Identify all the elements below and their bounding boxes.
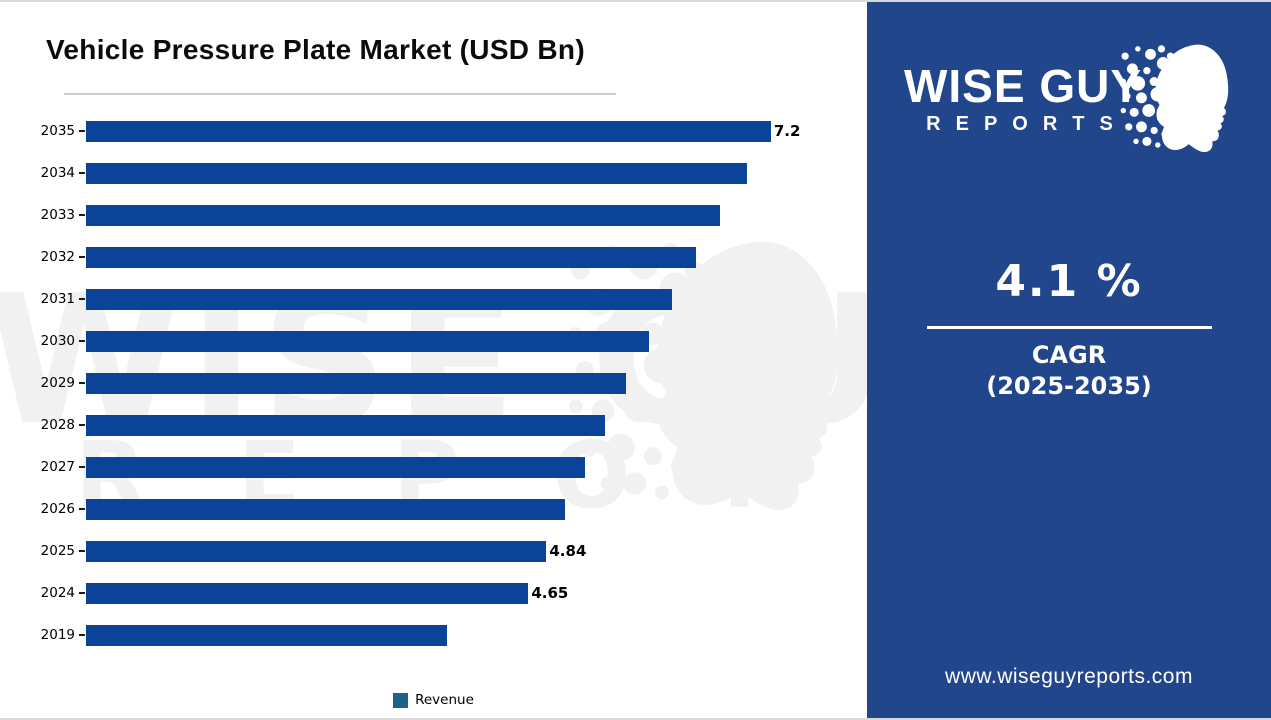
legend-swatch	[393, 692, 409, 708]
revenue-bar	[86, 330, 650, 352]
y-axis-tick-label: 2025	[40, 543, 75, 559]
chart-panel: WISE GU R E P O R T S Vehicle Pressure P…	[0, 34, 867, 708]
legend-label: Revenue	[415, 692, 474, 708]
revenue-bar	[86, 288, 672, 310]
brand-panel: WISE GUY REPORTS 4.1 % CAGR (2025-2035) …	[867, 0, 1271, 720]
y-axis-tick-mark	[79, 256, 85, 258]
bar-area	[86, 204, 866, 226]
bar-row: 2032	[0, 236, 866, 278]
y-axis-tick-label: 2026	[40, 501, 75, 517]
bar-row: 2035 7.2	[0, 110, 866, 152]
y-axis-tick-label: 2032	[40, 249, 75, 265]
revenue-bar	[86, 498, 566, 520]
title-underline	[64, 93, 616, 95]
y-axis-tick-mark	[79, 172, 85, 174]
revenue-bar	[86, 120, 771, 142]
revenue-bar	[86, 582, 529, 604]
y-axis-tick-mark	[79, 508, 85, 510]
cagr-value: 4.1 %	[995, 256, 1143, 307]
bar-area	[86, 162, 866, 184]
bar-row: 2024 4.65	[0, 572, 866, 614]
bar-row: 2019	[0, 614, 866, 656]
y-axis-tick-mark	[79, 634, 85, 636]
y-axis-tick-mark	[79, 130, 85, 132]
bar-area	[86, 624, 866, 646]
revenue-bar	[86, 624, 448, 646]
bar-row: 2026	[0, 488, 866, 530]
bar-row: 2025 4.84	[0, 530, 866, 572]
y-axis-tick-label: 2019	[40, 627, 75, 643]
y-axis-tick-label: 2030	[40, 333, 75, 349]
revenue-bar	[86, 456, 586, 478]
logo-text: WISE GUY REPORTS	[904, 62, 1142, 136]
cagr-label: CAGR (2025-2035)	[867, 340, 1271, 402]
chart-title: Vehicle Pressure Plate Market (USD Bn)	[46, 34, 585, 65]
revenue-bar	[86, 204, 721, 226]
y-axis-tick-mark	[79, 466, 85, 468]
bar-row: 2029	[0, 362, 866, 404]
bar-row: 2027	[0, 446, 866, 488]
wise-guy-reports-logo: WISE GUY REPORTS	[867, 38, 1271, 174]
bar-row: 2033	[0, 194, 866, 236]
bar-area: 4.84	[86, 540, 866, 562]
revenue-bar	[86, 162, 748, 184]
bar-row: 2030	[0, 320, 866, 362]
cagr-label-line2: (2025-2035)	[986, 372, 1152, 400]
y-axis-tick-label: 2031	[40, 291, 75, 307]
y-axis-tick-label: 2027	[40, 459, 75, 475]
y-axis-tick-label: 2033	[40, 207, 75, 223]
cagr-label-line1: CAGR	[1031, 341, 1107, 369]
revenue-bar	[86, 372, 627, 394]
y-axis-tick-mark	[79, 340, 85, 342]
y-axis-tick-mark	[79, 550, 85, 552]
bar-area: 7.2	[86, 120, 866, 142]
bar-area	[86, 330, 866, 352]
y-axis-tick-mark	[79, 214, 85, 216]
y-axis-tick-mark	[79, 592, 85, 594]
revenue-bar	[86, 414, 606, 436]
y-axis-tick-label: 2029	[40, 375, 75, 391]
chart-legend: Revenue	[0, 692, 867, 708]
y-axis-tick-mark	[79, 382, 85, 384]
logo-subtitle: REPORTS	[926, 113, 1128, 136]
bar-area: 4.65	[86, 582, 866, 604]
cagr-divider	[927, 326, 1212, 329]
bar-area	[86, 372, 866, 394]
y-axis-tick-mark	[79, 298, 85, 300]
y-axis-tick-label: 2028	[40, 417, 75, 433]
plot-area: 2035 7.2 2034 2033 2032 2031 2030 2029 2028 2027 2…	[0, 110, 866, 656]
y-axis-tick-label: 2024	[40, 585, 75, 601]
revenue-bar	[86, 246, 696, 268]
bar-area	[86, 456, 866, 478]
logo-face-icon	[1120, 44, 1229, 153]
y-axis-tick-label: 2034	[40, 165, 75, 181]
bar-area	[86, 246, 866, 268]
bar-value-label: 4.65	[531, 584, 569, 602]
bar-row: 2028	[0, 404, 866, 446]
website-url: www.wiseguyreports.com	[945, 665, 1193, 688]
bar-value-label: 7.2	[773, 122, 801, 140]
bar-area	[86, 288, 866, 310]
page-top-border	[0, 0, 1271, 2]
bar-area	[86, 414, 866, 436]
y-axis-tick-label: 2035	[40, 123, 75, 139]
bar-value-label: 4.84	[549, 542, 587, 560]
bar-area	[86, 498, 866, 520]
bar-row: 2031	[0, 278, 866, 320]
y-axis-tick-mark	[79, 424, 85, 426]
page-bottom-border	[0, 718, 1271, 720]
bar-row: 2034	[0, 152, 866, 194]
revenue-bar	[86, 540, 547, 562]
logo-wordmark: WISE GUY	[903, 60, 1143, 112]
